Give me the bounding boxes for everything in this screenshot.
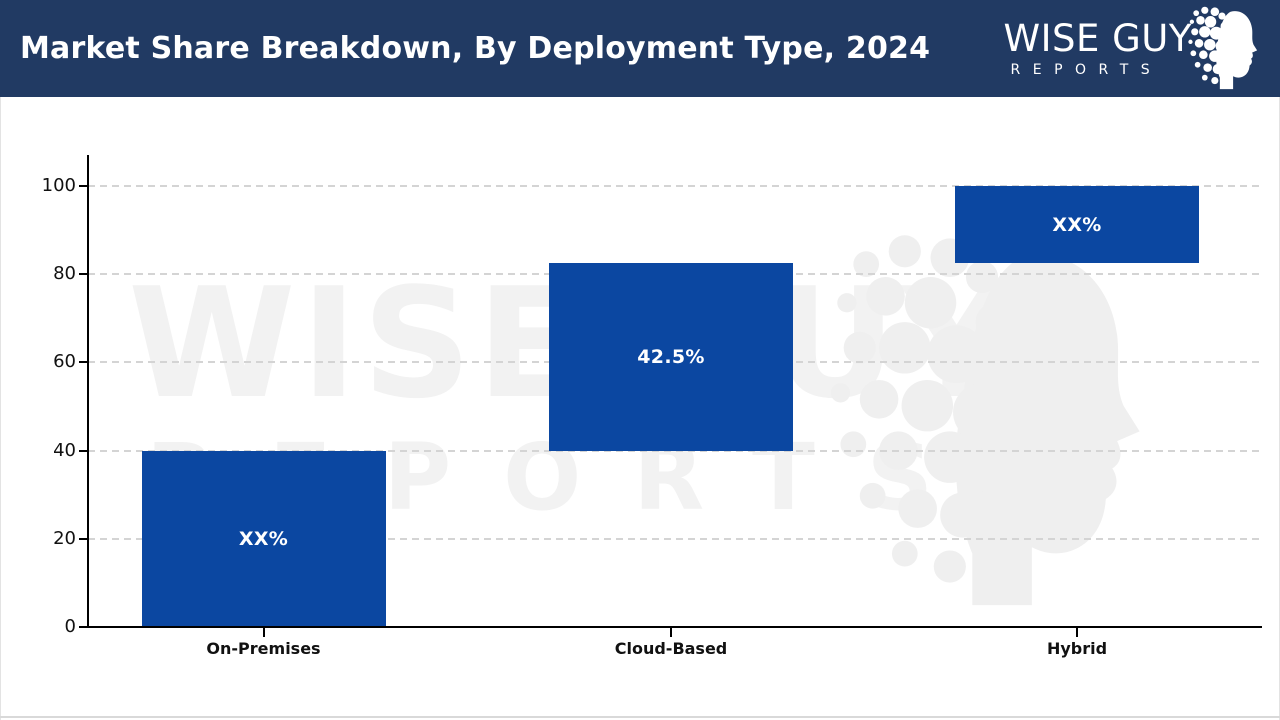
bar-on-premises: XX%: [141, 450, 386, 627]
x-category-label: On-Premises: [206, 639, 321, 658]
y-axis-line: [87, 155, 89, 628]
bar-value-label: XX%: [1052, 213, 1102, 236]
logo-text: WISE GUY REPORTS: [1004, 20, 1192, 78]
gridline: [88, 449, 1262, 452]
bar-cloud-based: 42.5%: [549, 263, 793, 451]
y-tick-mark: [79, 361, 88, 364]
y-tick-mark: [79, 185, 88, 187]
wiseguy-logo: WISE GUY REPORTS: [1004, 6, 1262, 92]
y-tick-label: 0: [64, 616, 76, 637]
logo-wordmark: WISE GUY: [1003, 16, 1192, 60]
y-tick-label: 40: [53, 439, 76, 461]
x-tick-mark: [670, 628, 672, 637]
x-category-label: Hybrid: [1046, 639, 1108, 658]
bar-hybrid: XX%: [955, 186, 1199, 264]
logo-subtitle: REPORTS: [1010, 61, 1163, 78]
header-bar: Market Share Breakdown, By Deployment Ty…: [0, 0, 1280, 97]
y-tick-mark: [79, 273, 88, 276]
x-tick-mark: [262, 628, 265, 637]
gridline: [88, 537, 1262, 540]
chart-title: Market Share Breakdown, By Deployment Ty…: [20, 31, 931, 66]
y-tick-mark: [79, 449, 88, 452]
gridline: [88, 185, 1262, 187]
y-tick-mark: [79, 537, 88, 540]
bar-value-label: 42.5%: [637, 345, 705, 368]
y-tick-label: 100: [41, 175, 76, 196]
x-tick-mark: [1076, 628, 1078, 637]
y-tick-label: 80: [53, 263, 76, 285]
y-tick-label: 20: [53, 527, 76, 549]
y-tick-mark: [79, 626, 88, 628]
bottom-divider: [0, 716, 1280, 718]
logo-head-icon: [1182, 6, 1262, 92]
bar-value-label: XX%: [238, 527, 289, 550]
x-category-label: Cloud-Based: [614, 639, 728, 658]
watermark-head-icon: [802, 232, 1162, 618]
y-tick-label: 60: [53, 351, 76, 373]
x-axis-line: [87, 626, 1262, 628]
